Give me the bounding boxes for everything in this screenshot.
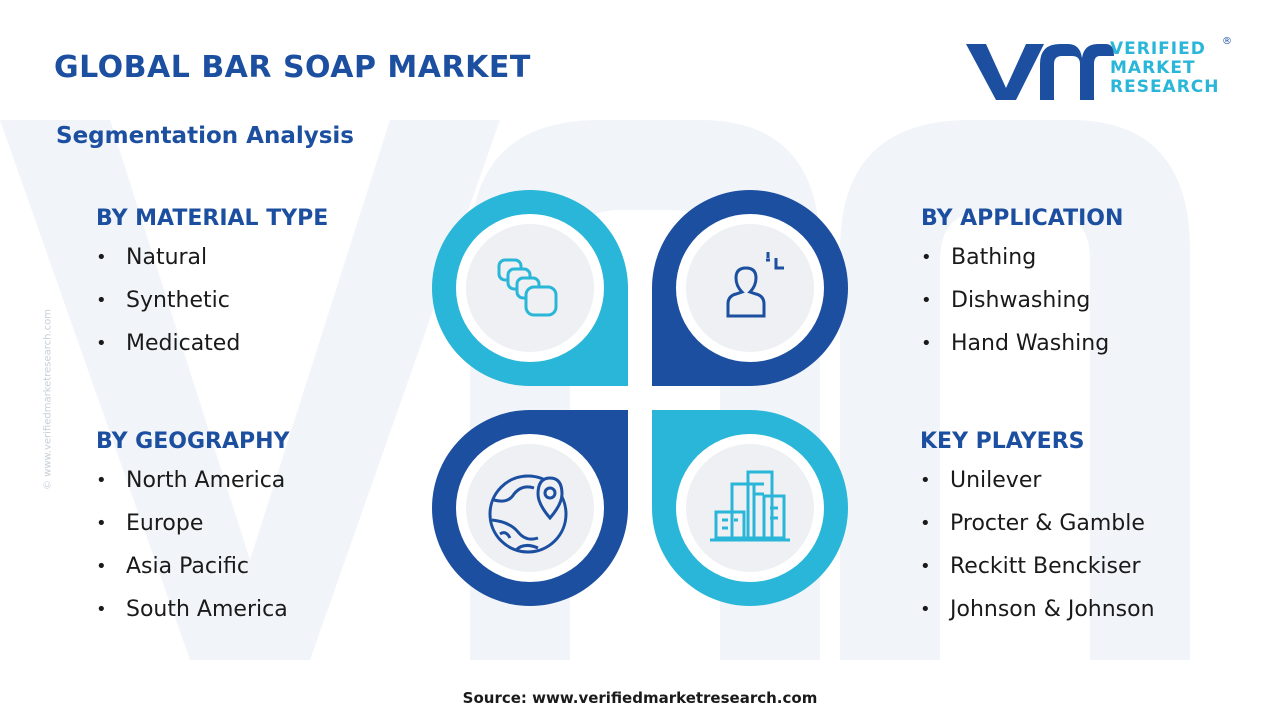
list-item: Medicated: [96, 329, 328, 372]
section-material-type: BY MATERIAL TYPE Natural Synthetic Medic…: [96, 206, 328, 372]
page-title: GLOBAL BAR SOAP MARKET: [54, 50, 531, 85]
list-item: Hand Washing: [921, 329, 1123, 372]
segmentation-graphic: [432, 190, 848, 606]
section-geography: BY GEOGRAPHY North America Europe Asia P…: [96, 429, 289, 638]
section-application: BY APPLICATION Bathing Dishwashing Hand …: [921, 206, 1123, 372]
logo-line-2: MARKET: [1110, 58, 1196, 78]
list-item: Reckitt Benckiser: [920, 552, 1155, 595]
registered-mark: ®: [1222, 36, 1232, 47]
soap-bars-icon: [497, 258, 558, 317]
list-item: Synthetic: [96, 286, 328, 329]
section-heading: BY APPLICATION: [921, 206, 1124, 231]
source-caption: Source: www.verifiedmarketresearch.com: [462, 689, 818, 707]
user-application-icon: [726, 252, 784, 318]
section-key-players: KEY PLAYERS Unilever Procter & Gamble Re…: [920, 429, 1155, 638]
vmr-logo-mark: [966, 44, 1114, 100]
list-item: Bathing: [921, 243, 1123, 286]
list-item: Unilever: [920, 466, 1155, 509]
logo-line-3: RESEARCH: [1110, 77, 1220, 97]
globe-location-icon: [488, 474, 568, 554]
section-heading: KEY PLAYERS: [920, 429, 1085, 454]
list-item: Natural: [96, 243, 328, 286]
list-item: South America: [96, 595, 289, 638]
page-subtitle: Segmentation Analysis: [56, 123, 354, 149]
list-item: Johnson & Johnson: [920, 595, 1155, 638]
petal-key-players: [652, 410, 848, 606]
list-item: Asia Pacific: [96, 552, 289, 595]
logo-wordmark: VERIFIED MARKET RESEARCH: [1110, 40, 1220, 97]
logo-line-1: VERIFIED: [1110, 39, 1206, 59]
list-item: Procter & Gamble: [920, 509, 1155, 552]
petal-application: [652, 190, 848, 386]
section-heading: BY GEOGRAPHY: [96, 429, 290, 454]
list-item: North America: [96, 466, 289, 509]
section-heading: BY MATERIAL TYPE: [96, 206, 329, 231]
city-buildings-icon: [710, 470, 790, 542]
list-item: Dishwashing: [921, 286, 1123, 329]
side-watermark-url: © www.verifiedmarketresearch.com: [42, 308, 54, 491]
list-item: Europe: [96, 509, 289, 552]
petal-geography: [432, 410, 628, 606]
